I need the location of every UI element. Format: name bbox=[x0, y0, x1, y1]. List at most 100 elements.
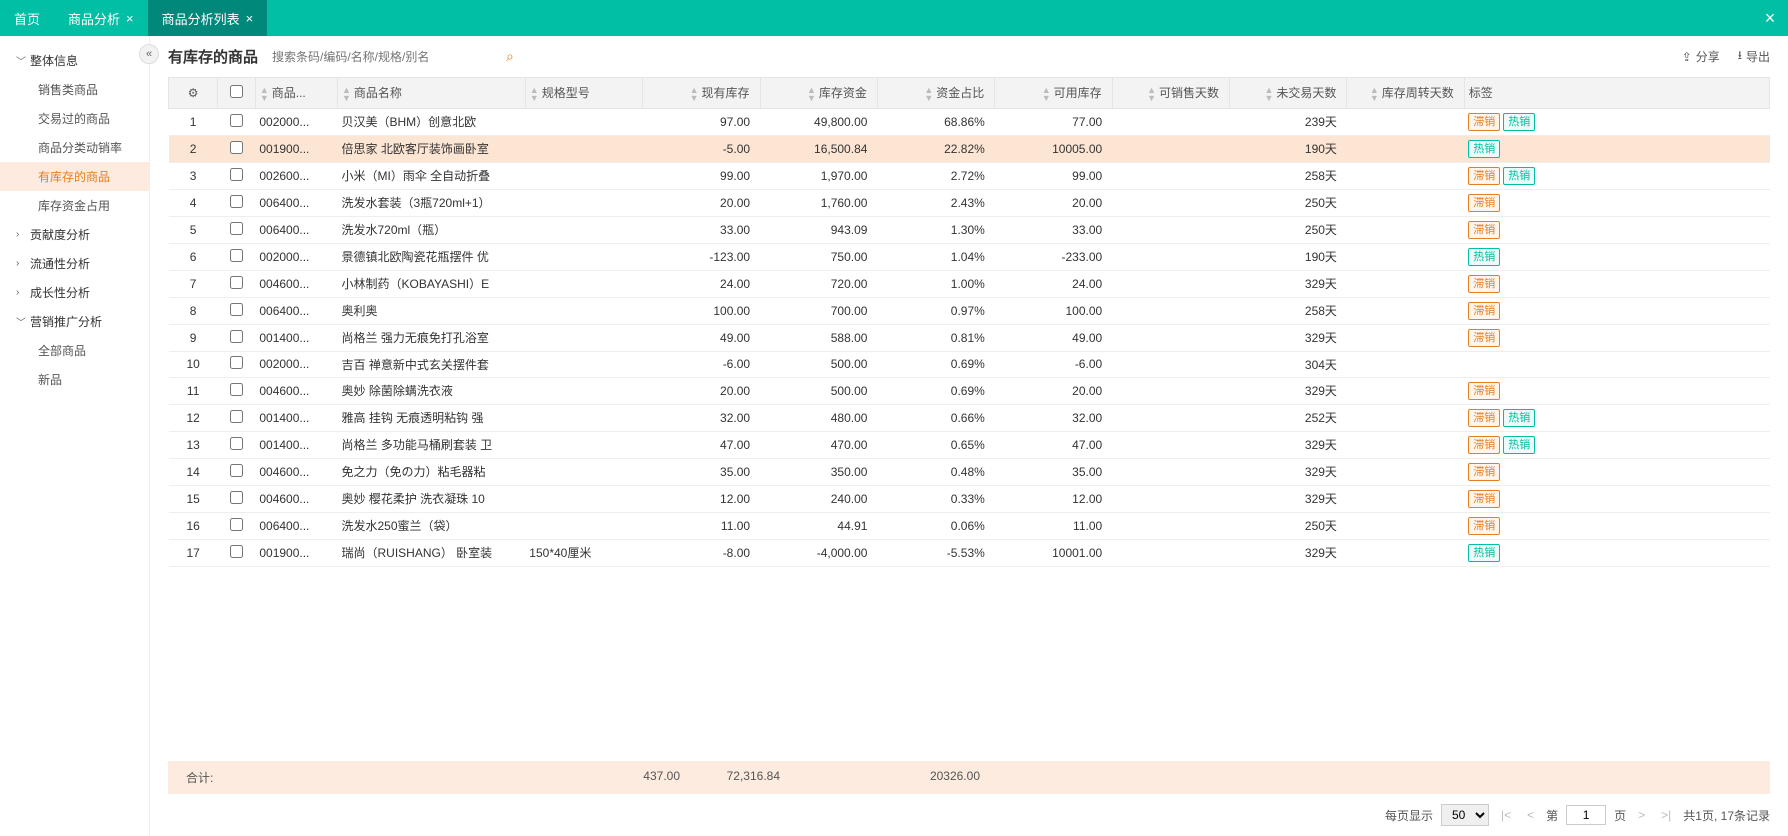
row-checkbox[interactable] bbox=[230, 195, 243, 208]
cell-spec bbox=[525, 351, 642, 377]
col-ratio[interactable]: ▲▼资金占比 bbox=[877, 78, 994, 109]
table-row[interactable]: 1002000...贝汉美（BHM）创意北欧97.0049,800.0068.8… bbox=[169, 108, 1770, 135]
nav-item[interactable]: 新品 bbox=[0, 365, 149, 394]
nav-item[interactable]: 销售类商品 bbox=[0, 75, 149, 104]
table-row[interactable]: 7004600...小林制药（KOBAYASHI）E24.00720.001.0… bbox=[169, 270, 1770, 297]
nav-item[interactable]: 库存资金占用 bbox=[0, 191, 149, 220]
totals-row: 合计: 437.00 72,316.84 20326.00 bbox=[168, 761, 1770, 794]
cell-avail: 35.00 bbox=[995, 458, 1112, 485]
search-input[interactable] bbox=[272, 50, 492, 64]
cell-name: 洗发水套装（3瓶720ml+1） bbox=[338, 189, 526, 216]
col-avail[interactable]: ▲▼可用库存 bbox=[995, 78, 1112, 109]
nav-group-title[interactable]: ›流通性分析 bbox=[0, 249, 149, 278]
col-fund[interactable]: ▲▼库存资金 bbox=[760, 78, 877, 109]
cell-stock: 20.00 bbox=[643, 377, 760, 404]
tab[interactable]: 商品分析× bbox=[54, 0, 148, 36]
tab-close-icon[interactable]: × bbox=[126, 11, 134, 26]
tab[interactable]: 商品分析列表× bbox=[148, 0, 268, 36]
col-stock[interactable]: ▲▼现有库存 bbox=[643, 78, 760, 109]
row-checkbox[interactable] bbox=[230, 410, 243, 423]
per-page-select[interactable]: 50 bbox=[1441, 804, 1489, 826]
pager-last-button[interactable]: >| bbox=[1657, 808, 1675, 822]
row-checkbox[interactable] bbox=[230, 437, 243, 450]
row-checkbox[interactable] bbox=[230, 545, 243, 558]
cell-index: 7 bbox=[169, 270, 218, 297]
pager-next-button[interactable]: > bbox=[1634, 808, 1649, 822]
table-row[interactable]: 12001400...雅高 挂钩 无痕透明粘钩 强32.00480.000.66… bbox=[169, 404, 1770, 431]
table-row[interactable]: 9001400...尚格兰 强力无痕免打孔浴室49.00588.000.81%4… bbox=[169, 324, 1770, 351]
table-row[interactable]: 4006400...洗发水套装（3瓶720ml+1）20.001,760.002… bbox=[169, 189, 1770, 216]
pager-prev-button[interactable]: < bbox=[1523, 808, 1538, 822]
nav-item[interactable]: 有库存的商品 bbox=[0, 162, 149, 191]
hot-tag: 热销 bbox=[1503, 409, 1535, 427]
nav-item[interactable]: 交易过的商品 bbox=[0, 104, 149, 133]
cell-stock: 35.00 bbox=[643, 458, 760, 485]
cell-fund: 470.00 bbox=[760, 431, 877, 458]
table-row[interactable]: 3002600...小米（MI）雨伞 全自动折叠99.001,970.002.7… bbox=[169, 162, 1770, 189]
table-row[interactable]: 15004600...奥妙 樱花柔护 洗衣凝珠 1012.00240.000.3… bbox=[169, 485, 1770, 512]
nav-group-title[interactable]: ﹀整体信息 bbox=[0, 46, 149, 75]
row-checkbox[interactable] bbox=[230, 303, 243, 316]
cell-index: 9 bbox=[169, 324, 218, 351]
row-checkbox[interactable] bbox=[230, 168, 243, 181]
row-checkbox[interactable] bbox=[230, 114, 243, 127]
table-row[interactable]: 11004600...奥妙 除菌除螨洗衣液20.00500.000.69%20.… bbox=[169, 377, 1770, 404]
table-row[interactable]: 8006400...奥利奥100.00700.000.97%100.00258天… bbox=[169, 297, 1770, 324]
cell-saledays bbox=[1112, 243, 1229, 270]
cell-avail: 20.00 bbox=[995, 189, 1112, 216]
tab[interactable]: 首页 bbox=[0, 0, 54, 36]
close-all-tabs-button[interactable]: × bbox=[1752, 0, 1788, 36]
cell-spec: 150*40厘米 bbox=[525, 539, 642, 566]
table-row[interactable]: 2001900...倍思家 北欧客厅装饰画卧室-5.0016,500.8422.… bbox=[169, 135, 1770, 162]
nav-group-label: 贡献度分析 bbox=[30, 226, 90, 243]
nav-group-title[interactable]: ›贡献度分析 bbox=[0, 220, 149, 249]
nav-group-title[interactable]: ﹀营销推广分析 bbox=[0, 307, 149, 336]
table-row[interactable]: 14004600...免之力（免の力）粘毛器粘35.00350.000.48%3… bbox=[169, 458, 1770, 485]
table-row[interactable]: 10002000...吉百 禅意新中式玄关摆件套-6.00500.000.69%… bbox=[169, 351, 1770, 377]
row-checkbox[interactable] bbox=[230, 276, 243, 289]
col-name[interactable]: ▲▼商品名称 bbox=[338, 78, 526, 109]
pager-first-button[interactable]: |< bbox=[1497, 808, 1515, 822]
row-checkbox[interactable] bbox=[230, 141, 243, 154]
row-checkbox[interactable] bbox=[230, 491, 243, 504]
cell-fund: 16,500.84 bbox=[760, 135, 877, 162]
cell-stock: 97.00 bbox=[643, 108, 760, 135]
table-row[interactable]: 6002000...景德镇北欧陶瓷花瓶摆件 优-123.00750.001.04… bbox=[169, 243, 1770, 270]
cell-code: 001900... bbox=[255, 539, 337, 566]
col-notradedays[interactable]: ▲▼未交易天数 bbox=[1230, 78, 1347, 109]
row-checkbox[interactable] bbox=[230, 249, 243, 262]
cell-name: 洗发水720ml（瓶） bbox=[338, 216, 526, 243]
nav-item[interactable]: 商品分类动销率 bbox=[0, 133, 149, 162]
row-checkbox[interactable] bbox=[230, 356, 243, 369]
tab-close-icon[interactable]: × bbox=[246, 11, 254, 26]
row-checkbox[interactable] bbox=[230, 383, 243, 396]
cell-name: 瑞尚（RUISHANG） 卧室装 bbox=[338, 539, 526, 566]
row-checkbox[interactable] bbox=[230, 518, 243, 531]
col-saledays[interactable]: ▲▼可销售天数 bbox=[1112, 78, 1229, 109]
stagnant-tag: 滞销 bbox=[1468, 490, 1500, 508]
nav-item[interactable]: 全部商品 bbox=[0, 336, 149, 365]
col-turndays[interactable]: ▲▼库存周转天数 bbox=[1347, 78, 1464, 109]
col-gear[interactable]: ⚙ bbox=[169, 78, 218, 109]
row-checkbox[interactable] bbox=[230, 330, 243, 343]
cell-fund: 44.91 bbox=[760, 512, 877, 539]
row-checkbox[interactable] bbox=[230, 222, 243, 235]
col-code[interactable]: ▲▼商品... bbox=[255, 78, 337, 109]
col-select-all[interactable] bbox=[218, 78, 256, 109]
row-checkbox[interactable] bbox=[230, 464, 243, 477]
share-button[interactable]: ⇪分享 bbox=[1682, 46, 1720, 67]
table-row[interactable]: 5006400...洗发水720ml（瓶）33.00943.091.30%33.… bbox=[169, 216, 1770, 243]
cell-turndays bbox=[1347, 351, 1464, 377]
sort-icon: ▲▼ bbox=[1147, 86, 1156, 102]
table-row[interactable]: 13001400...尚格兰 多功能马桶刷套装 卫47.00470.000.65… bbox=[169, 431, 1770, 458]
search-icon[interactable]: ⌕ bbox=[506, 48, 514, 65]
sidebar-collapse-button[interactable]: « bbox=[139, 44, 159, 64]
table-row[interactable]: 17001900...瑞尚（RUISHANG） 卧室装150*40厘米-8.00… bbox=[169, 539, 1770, 566]
pager-current-input[interactable] bbox=[1566, 805, 1606, 825]
nav-group-title[interactable]: ›成长性分析 bbox=[0, 278, 149, 307]
col-spec[interactable]: ▲▼规格型号 bbox=[525, 78, 642, 109]
cell-checkbox bbox=[218, 377, 256, 404]
select-all-checkbox[interactable] bbox=[230, 85, 243, 98]
export-button[interactable]: ⭳导出 bbox=[1738, 46, 1770, 67]
table-row[interactable]: 16006400...洗发水250蜜兰（袋）11.0044.910.06%11.… bbox=[169, 512, 1770, 539]
